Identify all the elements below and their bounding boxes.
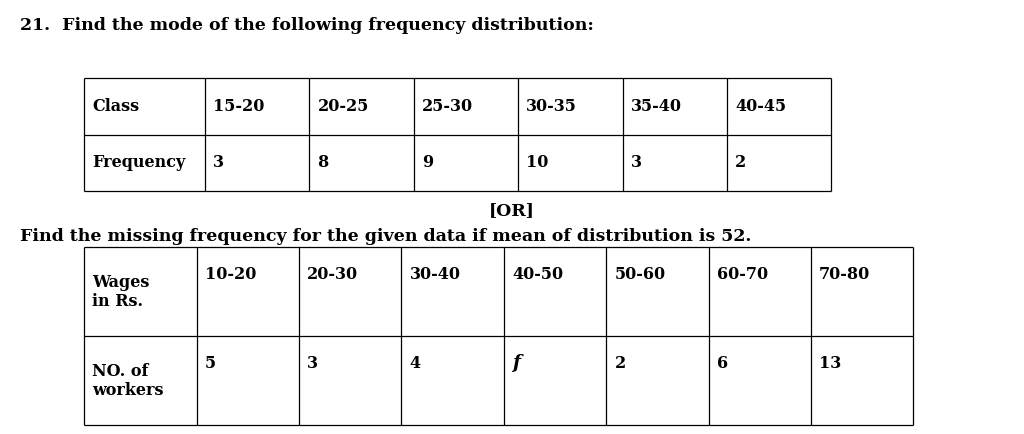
Text: Wages: Wages: [92, 273, 150, 291]
Text: 3: 3: [631, 154, 642, 171]
Text: 6: 6: [717, 355, 728, 372]
Text: 20-30: 20-30: [307, 266, 358, 283]
Text: 40-45: 40-45: [735, 98, 786, 115]
Text: 25-30: 25-30: [422, 98, 473, 115]
Text: 3: 3: [213, 154, 224, 171]
Text: 30-35: 30-35: [526, 98, 578, 115]
Text: 10: 10: [526, 154, 549, 171]
Text: 70-80: 70-80: [819, 266, 870, 283]
Text: workers: workers: [92, 382, 164, 399]
Text: 21.  Find the mode of the following frequency distribution:: 21. Find the mode of the following frequ…: [20, 17, 594, 34]
Text: 50-60: 50-60: [614, 266, 666, 283]
Text: 8: 8: [317, 154, 329, 171]
Text: Class: Class: [92, 98, 139, 115]
Text: 5: 5: [205, 355, 216, 372]
Text: 60-70: 60-70: [717, 266, 768, 283]
Text: NO. of: NO. of: [92, 362, 148, 380]
Text: 30-40: 30-40: [410, 266, 461, 283]
Text: Find the missing frequency for the given data if mean of distribution is 52.: Find the missing frequency for the given…: [20, 228, 752, 245]
Text: 35-40: 35-40: [631, 98, 682, 115]
Text: in Rs.: in Rs.: [92, 293, 143, 310]
Text: Frequency: Frequency: [92, 154, 185, 171]
Text: 13: 13: [819, 355, 842, 372]
Text: 9: 9: [422, 154, 433, 171]
Text: 15-20: 15-20: [213, 98, 264, 115]
Text: [OR]: [OR]: [489, 202, 535, 219]
Text: 4: 4: [410, 355, 421, 372]
Text: 2: 2: [735, 154, 746, 171]
Text: 10-20: 10-20: [205, 266, 256, 283]
Text: 40-50: 40-50: [512, 266, 563, 283]
Text: 2: 2: [614, 355, 626, 372]
Text: f: f: [512, 354, 520, 372]
Text: 3: 3: [307, 355, 318, 372]
Text: 20-25: 20-25: [317, 98, 369, 115]
